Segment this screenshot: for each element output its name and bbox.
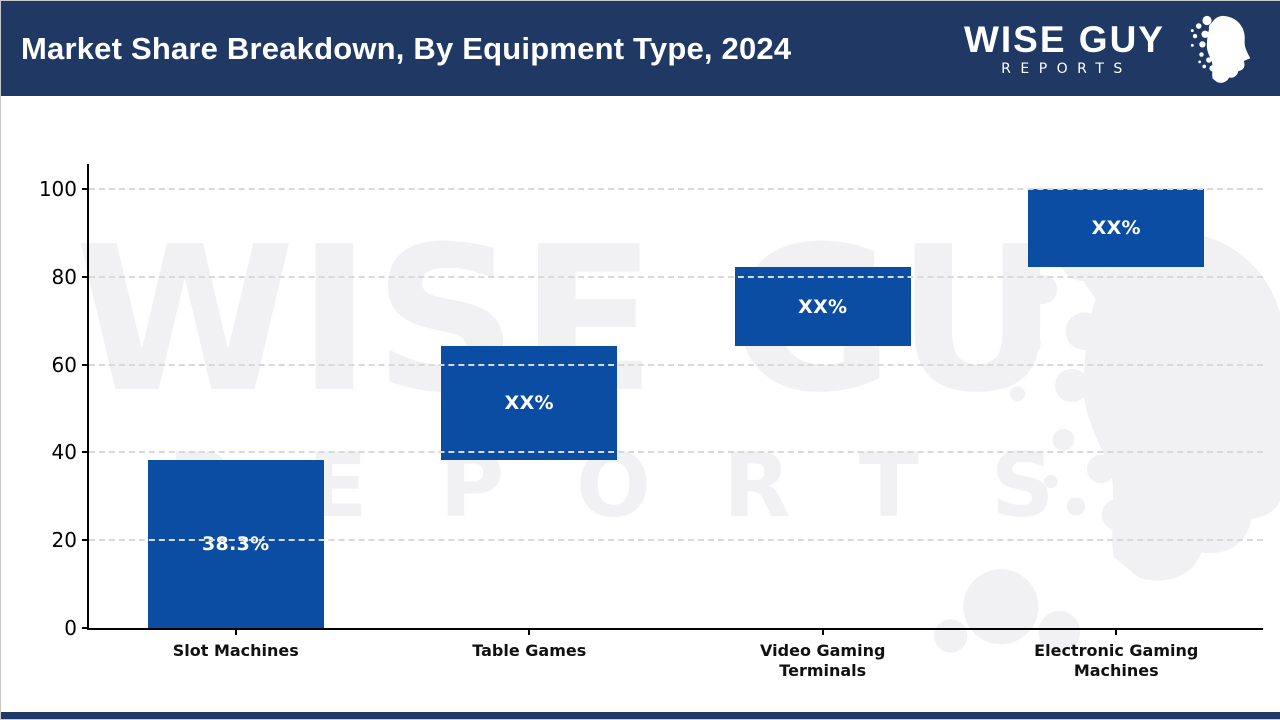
y-axis-label: 20: [51, 528, 77, 553]
y-tick: [82, 275, 89, 278]
y-axis-label: 0: [64, 616, 77, 640]
logo-head-icon: [1190, 15, 1251, 83]
bar-3: XX%: [734, 267, 911, 347]
x-axis-label: Electronic Gaming Machines: [1034, 641, 1199, 680]
x-axis-line: [87, 628, 1263, 630]
x-tick: [528, 628, 531, 635]
page-title: Market Share Breakdown, By Equipment Typ…: [21, 30, 792, 66]
bar-value-label: XX%: [1091, 217, 1141, 240]
gridline-60: [89, 363, 1263, 366]
y-axis-label: 40: [51, 440, 77, 465]
bar-value-label: 38.3%: [202, 532, 270, 555]
y-tick: [82, 627, 89, 629]
x-axis-label: Table Games: [472, 641, 587, 660]
x-tick: [1115, 628, 1118, 635]
bar-value-label: XX%: [798, 295, 848, 318]
gridline-40: [89, 451, 1263, 454]
bar-1: 38.3%: [147, 459, 324, 628]
footer-bar: [1, 712, 1280, 719]
x-axis-label: Video Gaming Terminals: [760, 641, 886, 680]
y-tick: [82, 188, 89, 191]
gridline-20: [89, 539, 1263, 542]
watermark-head-icon: [934, 231, 1280, 653]
header: Market Share Breakdown, By Equipment Typ…: [1, 1, 1280, 96]
brand-logo-text: WISE GUY REPORTS: [964, 21, 1165, 76]
chart-area: WISE GUY REPORTS 38.3% Slot Machines XX% Ta…: [1, 96, 1280, 714]
brand-logo: WISE GUY REPORTS: [964, 11, 1253, 87]
x-axis-label: Slot Machines: [172, 641, 299, 660]
y-tick: [82, 363, 89, 366]
bar-4: XX%: [1028, 189, 1205, 268]
y-axis-label: 80: [51, 264, 77, 289]
y-axis-label: 100: [38, 177, 77, 202]
y-tick: [82, 451, 89, 454]
bar-value-label: XX%: [504, 392, 554, 415]
gridline-100: [89, 188, 1263, 191]
logo-subtext: REPORTS: [1001, 61, 1132, 77]
logo-wordmark: WISE GUY: [963, 19, 1165, 60]
y-axis-line: [87, 164, 89, 630]
gridline-80: [89, 275, 1263, 278]
x-tick: [234, 628, 237, 635]
x-tick: [821, 628, 824, 635]
y-tick: [82, 539, 89, 542]
y-axis-label: 60: [51, 352, 77, 377]
